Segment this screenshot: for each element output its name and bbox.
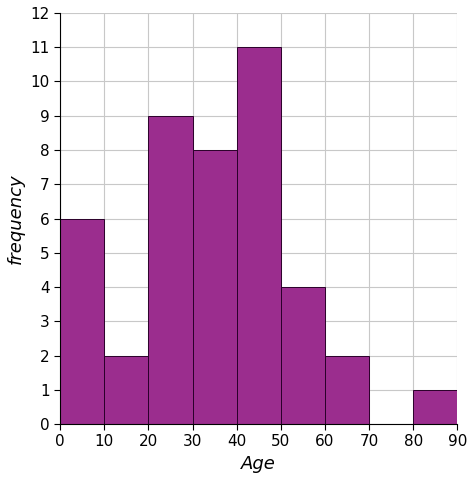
Bar [148, 116, 192, 424]
Bar [104, 356, 148, 424]
Bar [237, 47, 281, 424]
X-axis label: Age: Age [241, 455, 276, 473]
Bar [413, 390, 457, 424]
Bar [60, 218, 104, 424]
Bar [192, 150, 237, 424]
Bar [325, 356, 369, 424]
Y-axis label: frequency: frequency [7, 173, 25, 264]
Bar [281, 287, 325, 424]
